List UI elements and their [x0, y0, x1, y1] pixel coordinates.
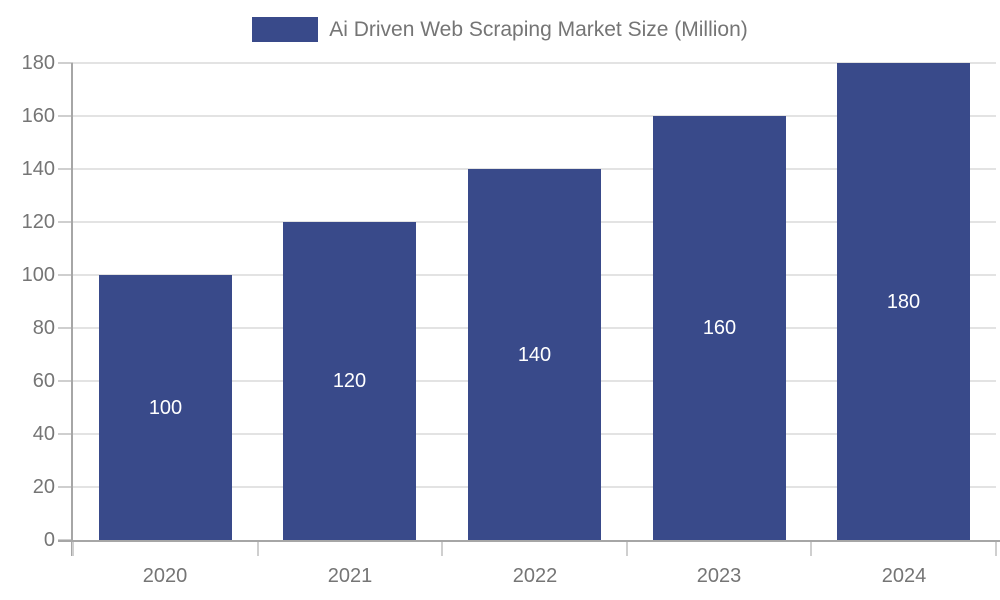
x-tick-label: 2021 — [327, 565, 373, 587]
y-axis-line — [71, 63, 73, 556]
legend-swatch — [252, 17, 319, 42]
legend-label: Ai Driven Web Scraping Market Size (Mill… — [329, 18, 748, 41]
y-axis-tick — [58, 380, 73, 382]
x-axis-tick — [441, 542, 443, 556]
bar-value-label: 140 — [517, 344, 552, 366]
y-axis-tick — [58, 62, 73, 64]
gridline — [73, 62, 996, 64]
x-axis-tick — [72, 542, 74, 556]
x-tick-label: 2022 — [512, 565, 558, 587]
y-axis-tick — [58, 274, 73, 276]
y-tick-label: 100 — [21, 264, 55, 286]
y-axis-tick — [58, 221, 73, 223]
y-tick-label: 60 — [32, 370, 55, 392]
x-tick-label: 2024 — [881, 565, 927, 587]
x-axis-tick — [810, 542, 812, 556]
y-tick-label: 120 — [21, 211, 55, 233]
x-axis-line — [58, 540, 1000, 542]
bar-value-label: 120 — [332, 370, 367, 392]
x-tick-label: 2023 — [696, 565, 742, 587]
y-axis-tick — [58, 433, 73, 435]
x-axis-tick — [626, 542, 628, 556]
x-axis-tick — [995, 542, 997, 556]
bar-value-label: 160 — [702, 317, 737, 339]
bar[interactable] — [283, 222, 416, 540]
bar-value-label: 180 — [886, 291, 921, 313]
y-axis-tick — [58, 168, 73, 170]
y-tick-label: 40 — [32, 423, 55, 445]
y-tick-label: 80 — [32, 317, 55, 339]
bar[interactable] — [837, 63, 970, 540]
bar[interactable] — [468, 169, 601, 540]
bar[interactable] — [653, 116, 786, 540]
bar[interactable] — [99, 275, 232, 540]
x-tick-label: 2020 — [142, 565, 188, 587]
y-tick-label: 180 — [21, 52, 55, 74]
x-axis-tick — [257, 542, 259, 556]
legend[interactable]: Ai Driven Web Scraping Market Size (Mill… — [0, 17, 1000, 42]
y-axis-tick — [58, 486, 73, 488]
y-tick-label: 0 — [43, 529, 55, 551]
y-axis-tick — [58, 327, 73, 329]
y-tick-label: 20 — [32, 476, 55, 498]
bar-value-label: 100 — [148, 397, 183, 419]
y-axis-tick — [58, 115, 73, 117]
y-tick-label: 140 — [21, 158, 55, 180]
gridline — [73, 115, 996, 117]
y-tick-label: 160 — [21, 105, 55, 127]
